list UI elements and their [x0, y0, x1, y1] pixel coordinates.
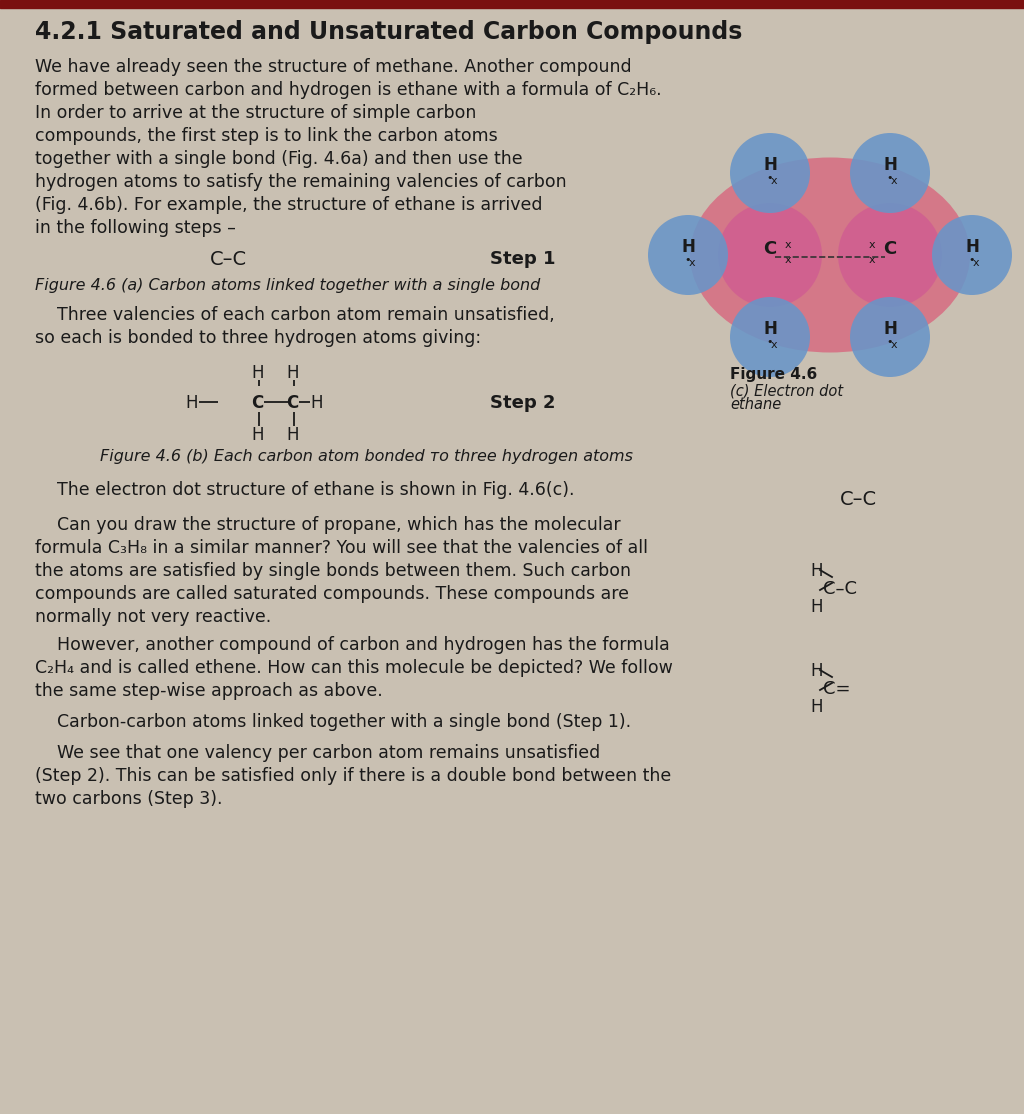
Text: C=: C=	[823, 680, 851, 698]
Text: ethane: ethane	[730, 397, 781, 412]
Circle shape	[730, 297, 810, 377]
Text: We have already seen the structure of methane. Another compound: We have already seen the structure of me…	[35, 58, 632, 76]
Text: H: H	[286, 426, 299, 444]
Text: hydrogen atoms to satisfy the remaining valencies of carbon: hydrogen atoms to satisfy the remaining …	[35, 173, 566, 190]
Text: H: H	[185, 394, 198, 412]
Circle shape	[850, 297, 930, 377]
Text: H: H	[810, 662, 822, 680]
Text: •: •	[887, 173, 893, 183]
Text: x: x	[891, 340, 897, 350]
Text: •: •	[969, 255, 975, 265]
Text: formed between carbon and hydrogen is ethane with a formula of C₂H₆.: formed between carbon and hydrogen is et…	[35, 81, 662, 99]
Text: H: H	[251, 426, 263, 444]
Text: x: x	[771, 340, 777, 350]
Text: x: x	[868, 255, 876, 265]
Circle shape	[850, 133, 930, 213]
Text: (Fig. 4.6b). For example, the structure of ethane is arrived: (Fig. 4.6b). For example, the structure …	[35, 196, 543, 214]
Text: C: C	[286, 394, 298, 412]
Text: H: H	[681, 238, 695, 256]
Circle shape	[648, 215, 728, 295]
Text: normally not very reactive.: normally not very reactive.	[35, 608, 271, 626]
Text: (Step 2). This can be satisfied only if there is a double bond between the: (Step 2). This can be satisfied only if …	[35, 768, 672, 785]
Text: Figure 4.6: Figure 4.6	[730, 367, 817, 382]
Text: H: H	[310, 394, 323, 412]
Text: 4.2.1 Saturated and Unsaturated Carbon Compounds: 4.2.1 Saturated and Unsaturated Carbon C…	[35, 20, 742, 43]
Circle shape	[838, 203, 942, 307]
Text: the same step-wise approach as above.: the same step-wise approach as above.	[35, 682, 383, 700]
Text: x: x	[689, 258, 695, 268]
Text: •: •	[887, 338, 893, 346]
Text: Three valencies of each carbon atom remain unsatisfied,: Three valencies of each carbon atom rema…	[35, 306, 555, 324]
Text: x: x	[771, 176, 777, 186]
Text: compounds, the first step is to link the carbon atoms: compounds, the first step is to link the…	[35, 127, 498, 145]
Text: Step 1: Step 1	[490, 250, 555, 268]
Text: The electron dot structure of ethane is shown in Fig. 4.6(c).: The electron dot structure of ethane is …	[35, 481, 574, 499]
Text: •: •	[685, 255, 691, 265]
Text: Carbon-carbon atoms linked together with a single bond (Step 1).: Carbon-carbon atoms linked together with…	[35, 713, 631, 731]
Text: H: H	[763, 320, 777, 338]
Text: (c) Electron dot: (c) Electron dot	[730, 383, 843, 398]
Text: C–C: C–C	[840, 490, 878, 509]
Text: C: C	[251, 394, 263, 412]
Text: Step 2: Step 2	[490, 394, 555, 412]
Text: x: x	[784, 240, 792, 250]
Text: H: H	[810, 598, 822, 616]
Text: We see that one valency per carbon atom remains unsatisfied: We see that one valency per carbon atom …	[35, 744, 600, 762]
Circle shape	[932, 215, 1012, 295]
Text: the atoms are satisfied by single bonds between them. Such carbon: the atoms are satisfied by single bonds …	[35, 561, 631, 580]
Text: C: C	[884, 240, 897, 258]
Text: H: H	[251, 364, 263, 382]
Text: H: H	[883, 156, 897, 174]
Text: •: •	[767, 338, 773, 346]
Text: H: H	[286, 364, 299, 382]
Text: x: x	[973, 258, 979, 268]
Text: H: H	[763, 156, 777, 174]
Text: compounds are called saturated compounds. These compounds are: compounds are called saturated compounds…	[35, 585, 629, 603]
Text: x: x	[868, 240, 876, 250]
Text: In order to arrive at the structure of simple carbon: In order to arrive at the structure of s…	[35, 104, 476, 123]
Text: C–C: C–C	[823, 580, 857, 598]
Text: However, another compound of carbon and hydrogen has the formula: However, another compound of carbon and …	[35, 636, 670, 654]
Text: C–C: C–C	[210, 250, 247, 268]
Text: Can you draw the structure of propane, which has the molecular: Can you draw the structure of propane, w…	[35, 516, 621, 534]
Text: formula C₃H₈ in a similar manner? You will see that the valencies of all: formula C₃H₈ in a similar manner? You wi…	[35, 539, 648, 557]
Text: •: •	[767, 173, 773, 183]
Text: x: x	[784, 255, 792, 265]
Text: H: H	[883, 320, 897, 338]
Text: together with a single bond (Fig. 4.6a) and then use the: together with a single bond (Fig. 4.6a) …	[35, 150, 522, 168]
Text: two carbons (Step 3).: two carbons (Step 3).	[35, 790, 222, 808]
Text: so each is bonded to three hydrogen atoms giving:: so each is bonded to three hydrogen atom…	[35, 329, 481, 346]
Circle shape	[718, 203, 822, 307]
Text: H: H	[810, 561, 822, 580]
Text: C₂H₄ and is called ethene. How can this molecule be depicted? We follow: C₂H₄ and is called ethene. How can this …	[35, 659, 673, 677]
Text: x: x	[891, 176, 897, 186]
Text: H: H	[965, 238, 979, 256]
Text: Figure 4.6 (a) Carbon atoms linked together with a single bond: Figure 4.6 (a) Carbon atoms linked toget…	[35, 278, 541, 293]
Text: H: H	[810, 698, 822, 716]
Ellipse shape	[690, 157, 970, 352]
Text: C: C	[763, 240, 776, 258]
Text: Figure 4.6 (b) Each carbon atom bonded то three hydrogen atoms: Figure 4.6 (b) Each carbon atom bonded т…	[100, 449, 633, 465]
Bar	[0, 0, 1024, 8]
Circle shape	[730, 133, 810, 213]
Text: in the following steps –: in the following steps –	[35, 219, 236, 237]
